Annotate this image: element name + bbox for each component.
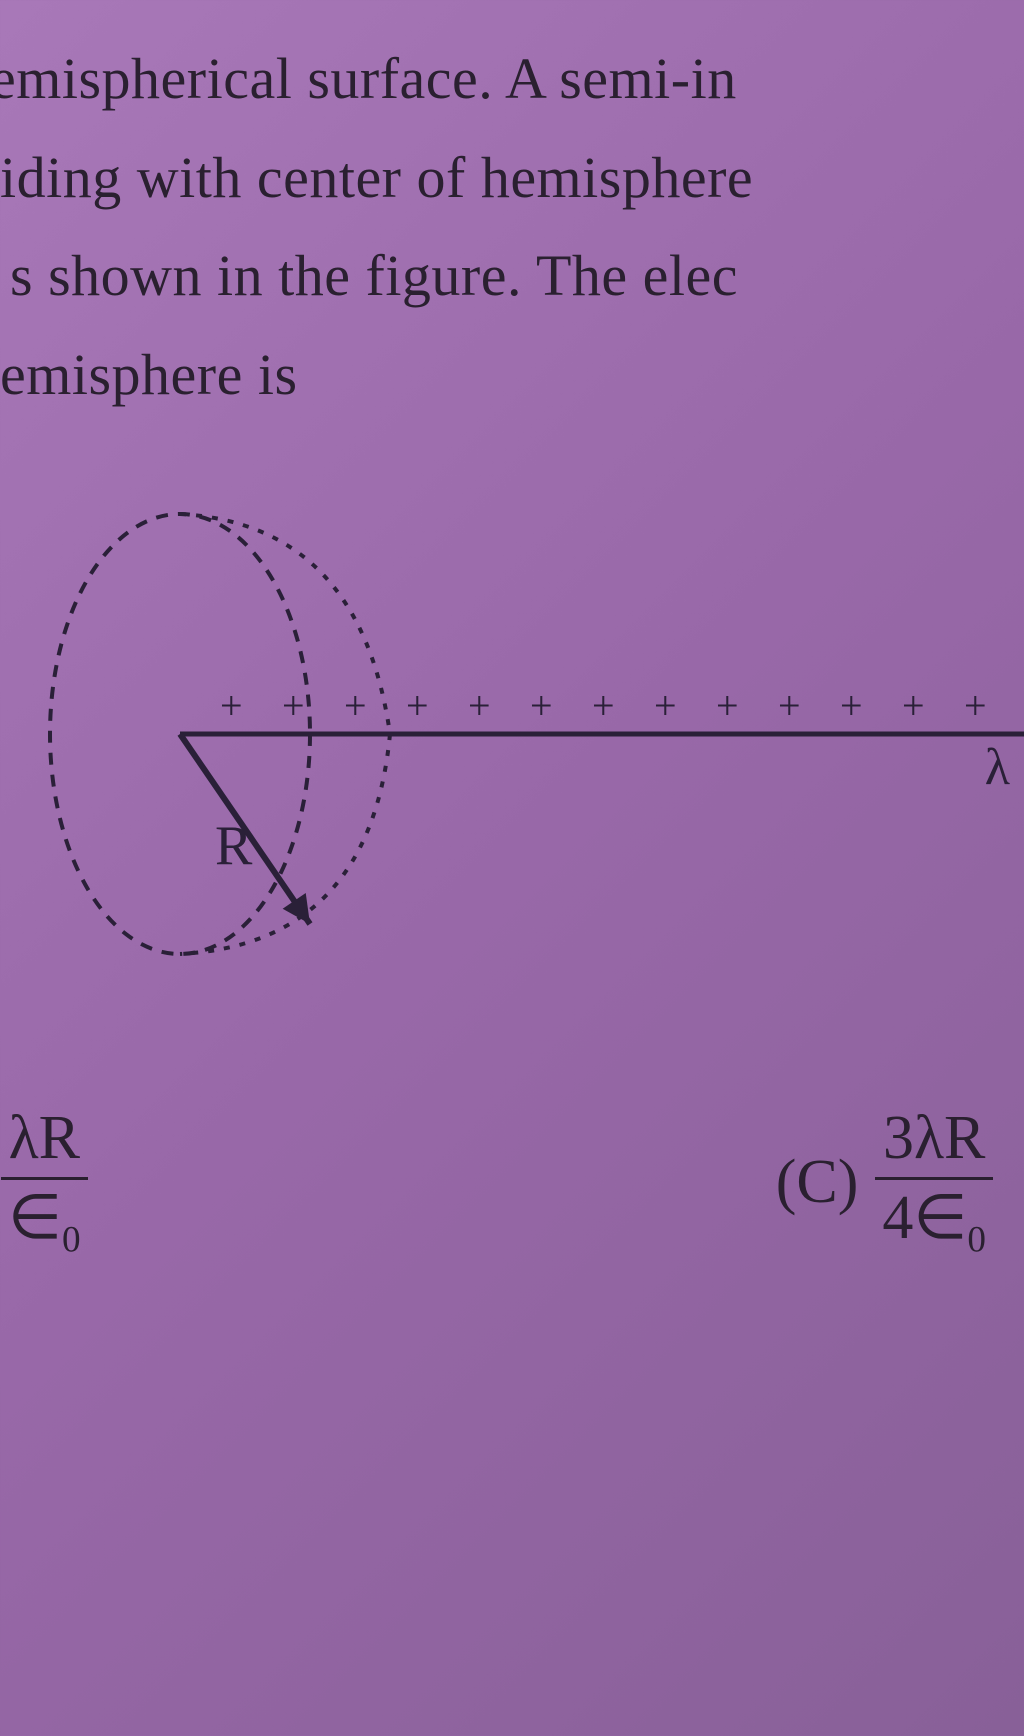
radius-arrow-head [283, 893, 310, 924]
option-c-den-prefix: 4 [882, 1184, 913, 1252]
svg-text:+: + [716, 683, 739, 728]
option-left-denominator: ∈0 [0, 1180, 89, 1261]
svg-text:+: + [778, 683, 801, 728]
epsilon-subscript: 0 [62, 1219, 81, 1260]
option-c-epsilon-sub: 0 [967, 1219, 986, 1260]
option-c-epsilon: ∈ [913, 1184, 967, 1252]
option-left-numerator: λR [1, 1104, 88, 1179]
option-c-denominator: 4∈0 [874, 1180, 994, 1261]
page-container: emispherical surface. A semi-in iding wi… [0, 0, 1024, 1736]
svg-text:+: + [592, 683, 615, 728]
question-text: emispherical surface. A semi-in iding wi… [10, 30, 1014, 424]
figure-container: + + + + + + + + + + + + + λ R [10, 444, 1014, 1084]
svg-text:+: + [964, 683, 987, 728]
text-line-1: emispherical surface. A semi-in [0, 30, 1014, 129]
hemisphere-curve-bottom [180, 734, 390, 954]
svg-text:+: + [282, 683, 305, 728]
epsilon-symbol: ∈ [8, 1184, 62, 1252]
svg-text:+: + [654, 683, 677, 728]
svg-text:+: + [902, 683, 925, 728]
hemisphere-diagram: + + + + + + + + + + + + + λ R [10, 444, 1024, 1084]
svg-text:+: + [530, 683, 553, 728]
svg-text:+: + [468, 683, 491, 728]
text-line-3: s shown in the figure. The elec [10, 227, 1014, 326]
text-line-4: emisphere is [0, 326, 1014, 425]
option-c-label: (C) [776, 1147, 859, 1218]
option-c-fraction: 3λR 4∈0 [874, 1104, 994, 1261]
svg-text:+: + [840, 683, 863, 728]
text-line-2: iding with center of hemisphere [0, 129, 1014, 228]
option-c: (C) 3λR 4∈0 [776, 1104, 994, 1261]
options-row: λR ∈0 (C) 3λR 4∈0 [10, 1104, 1014, 1261]
plus-marks: + + + + + + + + + + + + + [220, 683, 987, 728]
option-left: λR ∈0 [0, 1104, 89, 1261]
svg-text:+: + [220, 683, 243, 728]
radius-label: R [215, 815, 253, 877]
lambda-label: λ [985, 739, 1010, 796]
svg-text:+: + [406, 683, 429, 728]
svg-text:+: + [344, 683, 367, 728]
option-left-fraction: λR ∈0 [0, 1104, 89, 1261]
option-c-numerator: 3λR [875, 1104, 993, 1179]
